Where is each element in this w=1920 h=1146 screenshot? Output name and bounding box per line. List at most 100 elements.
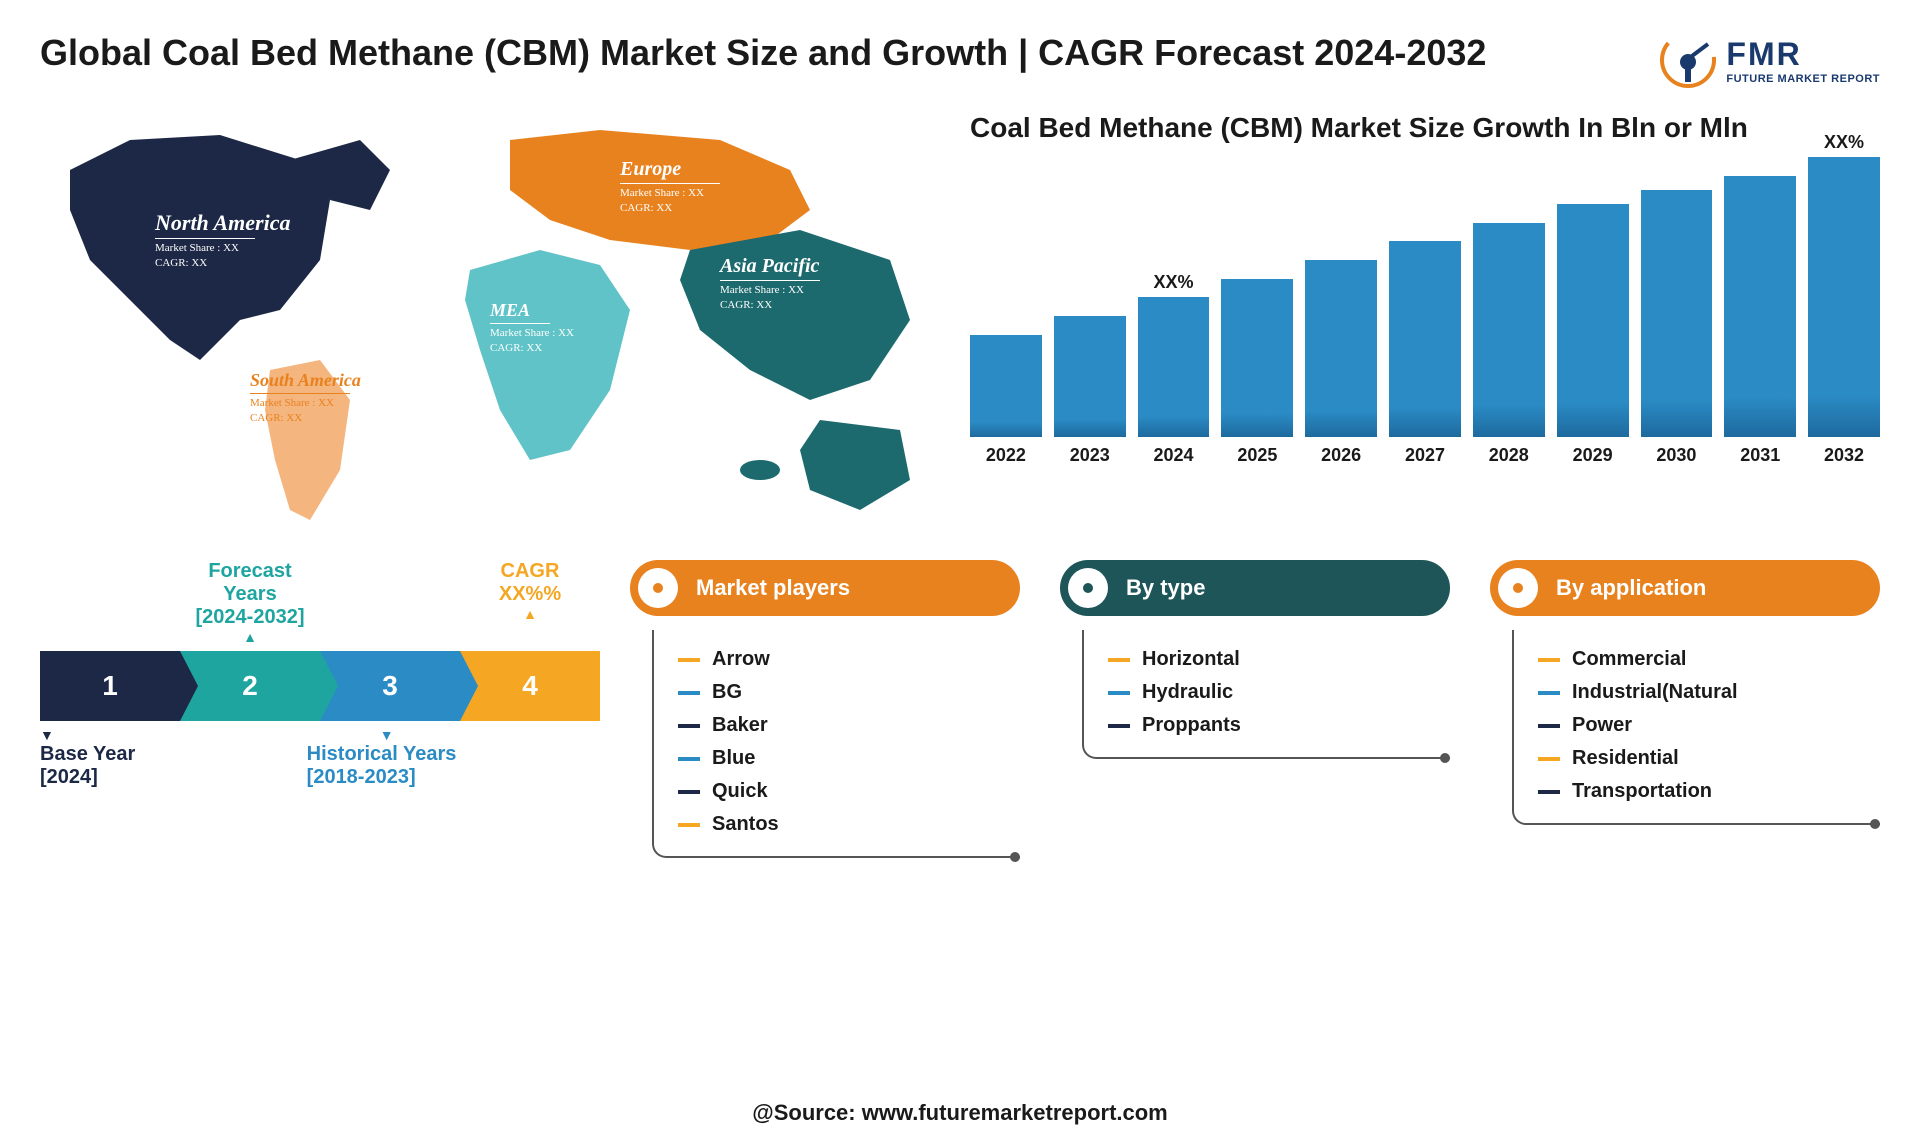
bar-rect xyxy=(1054,316,1126,437)
pill-title: Market players xyxy=(696,575,850,601)
list-item: Industrial(Natural xyxy=(1538,681,1870,704)
bar-rect xyxy=(1473,223,1545,438)
bar-x-label: 2027 xyxy=(1405,445,1445,466)
pill-2: By application Commercial Industrial(Natu… xyxy=(1490,560,1880,858)
bar-x-label: 2023 xyxy=(1070,445,1110,466)
logo-icon xyxy=(1658,30,1718,90)
list-item: Commercial xyxy=(1538,648,1870,671)
tick-icon xyxy=(678,790,700,794)
tick-icon xyxy=(678,658,700,662)
list-item: Blue xyxy=(678,747,1010,770)
triangle-down-icon: ▼ xyxy=(40,727,173,743)
bar-2028: 2028 xyxy=(1473,219,1545,467)
pill-title: By application xyxy=(1556,575,1706,601)
bar-2029: 2029 xyxy=(1557,200,1629,466)
logo: FMR FUTURE MARKET REPORT xyxy=(1658,30,1880,90)
bar-rect xyxy=(1305,260,1377,437)
timeline-seg-1: 1 xyxy=(40,651,180,721)
bar-x-label: 2031 xyxy=(1740,445,1780,466)
bar-x-label: 2029 xyxy=(1573,445,1613,466)
list-item: Baker xyxy=(678,714,1010,737)
page-title: Global Coal Bed Methane (CBM) Market Siz… xyxy=(40,30,1486,77)
bar-top-label: XX% xyxy=(1824,132,1864,153)
bar-x-label: 2032 xyxy=(1824,445,1864,466)
tick-icon xyxy=(678,724,700,728)
bar-x-label: 2030 xyxy=(1656,445,1696,466)
bar-rect xyxy=(1389,241,1461,437)
pill-header: By type xyxy=(1060,560,1450,616)
bar-rect xyxy=(1557,204,1629,437)
tick-icon xyxy=(1538,790,1560,794)
pill-header: Market players xyxy=(630,560,1020,616)
timeline: Forecast Years [2024-2032] ▲ CAGR XX%% ▲… xyxy=(40,560,600,858)
list-item: Residential xyxy=(1538,747,1870,770)
bar-2022: 2022 xyxy=(970,331,1042,467)
tick-icon xyxy=(1538,724,1560,728)
world-map: North America Market Share : XX CAGR: XX… xyxy=(40,110,940,530)
bar-x-label: 2025 xyxy=(1237,445,1277,466)
bar-2025: 2025 xyxy=(1221,275,1293,467)
list-item: Transportation xyxy=(1538,780,1870,803)
bar-top-label: XX% xyxy=(1154,272,1194,293)
timeline-seg-4: 4 xyxy=(460,651,600,721)
tick-icon xyxy=(678,823,700,827)
timeline-bar: 1234 xyxy=(40,651,600,721)
bar-rect xyxy=(970,335,1042,438)
list-item: Proppants xyxy=(1108,714,1440,737)
list-item: Hydraulic xyxy=(1108,681,1440,704)
pill-title: By type xyxy=(1126,575,1205,601)
tick-icon xyxy=(1538,658,1560,662)
region-sa: South America Market Share : XX CAGR: XX xyxy=(250,370,361,427)
bar-x-label: 2026 xyxy=(1321,445,1361,466)
pill-header: By application xyxy=(1490,560,1880,616)
tick-icon xyxy=(678,691,700,695)
bar-rect xyxy=(1641,190,1713,437)
region-mea: MEA Market Share : XX CAGR: XX xyxy=(490,300,574,357)
base-title: Base Year xyxy=(40,743,173,766)
list-item: Santos xyxy=(678,813,1010,836)
tick-icon xyxy=(1538,691,1560,695)
region-ap: Asia Pacific Market Share : XX CAGR: XX xyxy=(720,255,820,314)
forecast-title: Forecast Years xyxy=(180,560,320,606)
list-item: Arrow xyxy=(678,648,1010,671)
logo-main: FMR xyxy=(1726,36,1880,73)
bar-2026: 2026 xyxy=(1305,256,1377,466)
bars-container: 2022 2023 XX% 2024 2025 2026 2027 2028 2… xyxy=(970,166,1880,466)
chart-title: Coal Bed Methane (CBM) Market Size Growt… xyxy=(970,110,1880,146)
triangle-up-icon: ▲ xyxy=(460,606,600,622)
bar-rect xyxy=(1724,176,1796,437)
logo-text: FMR FUTURE MARKET REPORT xyxy=(1726,36,1880,85)
list-item: Quick xyxy=(678,780,1010,803)
source-text: @Source: www.futuremarketreport.com xyxy=(752,1100,1168,1126)
pill-list: Commercial Industrial(Natural Power Residen… xyxy=(1512,630,1880,825)
pills-container: Market players Arrow BG Baker Blue Quick Sant… xyxy=(630,560,1880,858)
region-eu: Europe Market Share : XX CAGR: XX xyxy=(620,158,720,217)
region-na: North America Market Share : XX CAGR: XX xyxy=(155,210,290,272)
bar-rect xyxy=(1221,279,1293,438)
bar-2023: 2023 xyxy=(1054,312,1126,466)
pill-list: HorizontalHydraulicProppants xyxy=(1082,630,1450,759)
tick-icon xyxy=(1108,658,1130,662)
bar-2027: 2027 xyxy=(1389,237,1461,466)
pill-0: Market players Arrow BG Baker Blue Quick Sant… xyxy=(630,560,1020,858)
timeline-seg-3: 3 xyxy=(320,651,460,721)
tick-icon xyxy=(1538,757,1560,761)
triangle-down-icon: ▼ xyxy=(307,727,467,743)
bar-2031: 2031 xyxy=(1724,172,1796,466)
dot-icon xyxy=(1498,568,1538,608)
list-item: Power xyxy=(1538,714,1870,737)
bar-x-label: 2028 xyxy=(1489,445,1529,466)
dot-icon xyxy=(638,568,678,608)
bar-2032: XX% 2032 xyxy=(1808,132,1880,466)
cagr-title: CAGR xyxy=(460,560,600,583)
bar-2030: 2030 xyxy=(1641,186,1713,466)
bar-2024: XX% 2024 xyxy=(1138,272,1210,466)
pill-list: Arrow BG Baker Blue Quick Santos xyxy=(652,630,1020,858)
bar-rect xyxy=(1138,297,1210,437)
triangle-up-icon: ▲ xyxy=(180,629,320,645)
tick-icon xyxy=(1108,724,1130,728)
list-item: BG xyxy=(678,681,1010,704)
header: Global Coal Bed Methane (CBM) Market Siz… xyxy=(40,30,1880,90)
dot-icon xyxy=(1068,568,1108,608)
bar-chart: Coal Bed Methane (CBM) Market Size Growt… xyxy=(970,110,1880,530)
